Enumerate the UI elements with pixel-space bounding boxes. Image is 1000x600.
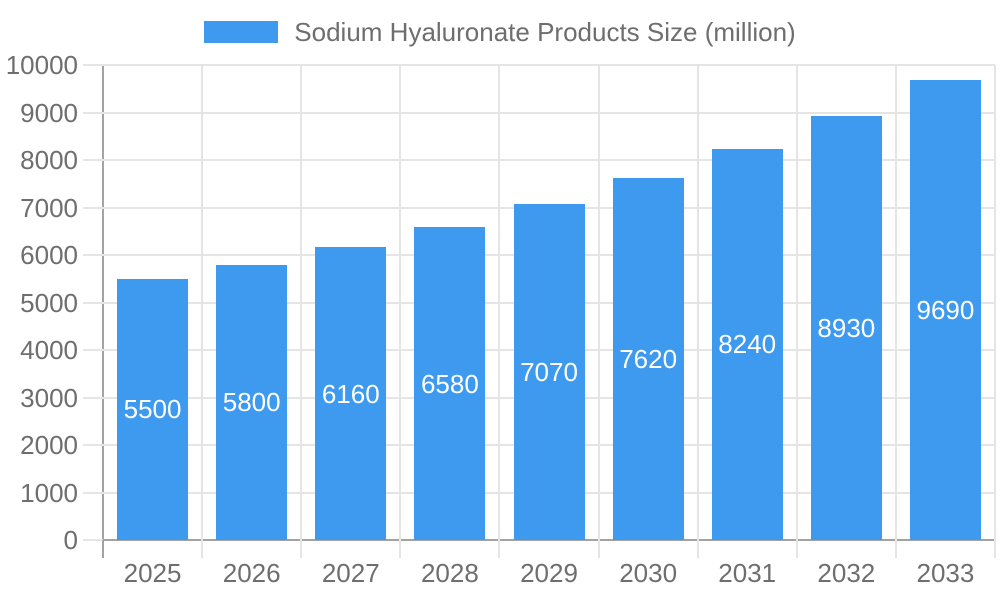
y-axis-tick — [83, 491, 103, 494]
y-axis-tick-label: 3000 — [20, 382, 78, 413]
y-axis-tick — [83, 254, 103, 256]
x-axis-tick-label: 2031 — [718, 558, 777, 588]
y-axis-tick-label: 0 — [63, 525, 78, 555]
y-axis-tick-label: 1000 — [20, 477, 78, 508]
y-axis-tick — [83, 64, 103, 66]
x-axis-tick — [201, 540, 204, 558]
bar-value-label: 6160 — [321, 378, 380, 409]
x-axis-tick — [597, 540, 600, 558]
x-axis-tick — [300, 540, 303, 558]
x-axis-tick — [696, 540, 699, 558]
y-axis-tick-label: 4000 — [20, 335, 78, 365]
x-axis-tick — [795, 540, 798, 558]
bar-value-label: 8930 — [817, 312, 876, 343]
y-axis-tick — [83, 206, 103, 209]
y-axis-tick — [83, 349, 103, 351]
bar: 6160 — [315, 247, 387, 540]
y-axis-tick — [83, 159, 103, 161]
bar-value-label: 6580 — [420, 368, 479, 399]
bar: 8240 — [711, 148, 783, 540]
y-axis-tick — [83, 539, 103, 541]
y-axis-tick — [83, 396, 103, 399]
gridline-vertical — [498, 65, 501, 540]
x-axis-tick-label: 2029 — [520, 558, 578, 588]
plot-area: 5500 5800 6160 6580 7070 7620 8240 8930 9690 — [102, 64, 996, 541]
gridline-vertical — [994, 65, 996, 540]
bar: 5500 — [117, 278, 189, 540]
x-axis-tick-label: 2026 — [222, 558, 281, 588]
x-axis-tick — [498, 540, 501, 558]
x-axis-tick-label: 2025 — [123, 558, 182, 588]
gridline-vertical — [795, 65, 798, 540]
x-axis-tick-label: 2033 — [916, 558, 975, 588]
y-axis-tick-label: 10000 — [5, 50, 78, 80]
y-axis-tick-label: 8000 — [20, 145, 78, 175]
gridline-vertical — [597, 65, 600, 540]
bar: 5800 — [216, 264, 288, 540]
x-axis-tick — [994, 540, 996, 558]
legend-label: Sodium Hyaluronate Products Size (millio… — [294, 17, 796, 47]
gridline-vertical — [201, 65, 204, 540]
chart-legend[interactable]: Sodium Hyaluronate Products Size (millio… — [0, 17, 1000, 47]
x-axis-tick-label: 2032 — [817, 558, 876, 588]
gridline-vertical — [399, 65, 402, 540]
gridline-horizontal — [103, 111, 995, 114]
gridline-vertical — [696, 65, 699, 540]
bar: 7070 — [513, 204, 585, 540]
bar-value-label: 7620 — [619, 344, 678, 375]
x-axis-tick — [894, 540, 897, 558]
y-axis-tick — [83, 444, 103, 446]
y-axis-tick-label: 6000 — [20, 240, 78, 270]
x-axis-tick-label: 2027 — [321, 558, 380, 588]
y-axis-tick-label: 5000 — [20, 287, 78, 318]
gridline-vertical — [894, 65, 897, 540]
bar-value-label: 9690 — [916, 294, 975, 325]
x-axis-tick — [399, 540, 402, 558]
x-axis-tick — [102, 540, 104, 558]
gridline-vertical — [300, 65, 303, 540]
x-axis-line — [103, 539, 995, 541]
y-axis-tick-label: 7000 — [20, 192, 78, 223]
bar-value-label: 8240 — [718, 329, 777, 360]
gridline-horizontal — [103, 159, 995, 161]
y-axis-tick — [83, 111, 103, 114]
bar: 7620 — [612, 178, 684, 540]
bar-value-label: 7070 — [520, 357, 578, 388]
bar: 6580 — [414, 227, 486, 540]
y-axis-tick — [83, 301, 103, 304]
x-axis-tick-label: 2030 — [619, 558, 678, 588]
gridline-horizontal — [103, 64, 995, 66]
bar: 8930 — [810, 115, 882, 540]
legend-swatch — [204, 21, 279, 43]
bar-value-label: 5800 — [222, 387, 281, 418]
y-axis-tick-label: 2000 — [20, 430, 78, 460]
x-axis-tick-label: 2028 — [420, 558, 479, 588]
bar-value-label: 5500 — [123, 394, 182, 425]
bar: 9690 — [909, 79, 981, 540]
y-axis-tick-label: 9000 — [20, 97, 78, 128]
